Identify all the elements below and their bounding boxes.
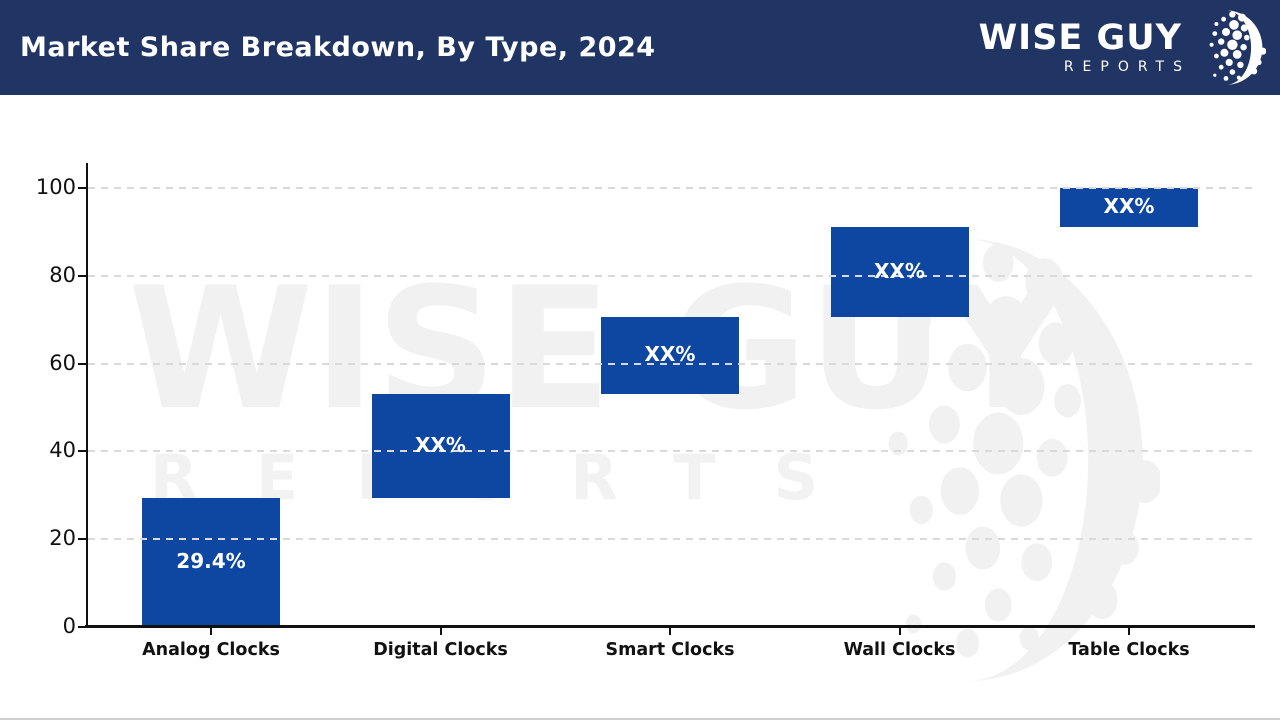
- x-tick-mark: [439, 627, 442, 635]
- y-tick-mark: [78, 362, 87, 365]
- y-tick-label: 60: [49, 350, 76, 375]
- y-tick-mark: [78, 450, 87, 453]
- gridline: [88, 362, 1252, 365]
- y-axis-line: [86, 163, 88, 628]
- chart-area: WISE GUY REPORTS 0 20 40 60 80 100 29.4% Analog…: [0, 95, 1280, 720]
- bar-segment: [142, 497, 280, 627]
- chart-title: Market Share Breakdown, By Type, 2024: [20, 32, 656, 63]
- bar-value-label: XX%: [644, 342, 696, 367]
- x-category-label: Analog Clocks: [142, 640, 280, 660]
- x-tick-mark: [1128, 627, 1130, 635]
- y-tick-mark: [78, 626, 87, 628]
- bar-value-label: XX%: [415, 433, 466, 458]
- x-category-label: Digital Clocks: [373, 640, 508, 660]
- gridline: [88, 450, 1252, 453]
- gridline: [88, 274, 1252, 277]
- bar-segment: [1060, 188, 1198, 227]
- x-tick-mark: [898, 627, 901, 635]
- x-category-label: Smart Clocks: [605, 640, 735, 660]
- brand-logo-text: WISE GUY REPORTS: [978, 18, 1182, 75]
- y-tick-label: 80: [49, 262, 76, 287]
- y-tick-label: 0: [62, 614, 76, 638]
- gridline: [88, 187, 1252, 189]
- x-axis-line: [85, 625, 1255, 628]
- brand-logo: WISE GUY REPORTS: [979, 6, 1266, 90]
- header-bar: Market Share Breakdown, By Type, 2024 WI…: [0, 0, 1280, 95]
- gridline: [88, 538, 1252, 541]
- head-profile-icon: [1209, 9, 1266, 85]
- y-tick-mark: [78, 187, 87, 189]
- y-tick-label: 20: [49, 526, 76, 551]
- y-tick-mark: [78, 538, 87, 541]
- brand-subname: REPORTS: [1063, 59, 1191, 75]
- y-tick-label: 40: [49, 438, 76, 463]
- footer-divider: [0, 718, 1280, 720]
- bar-value-label: XX%: [874, 258, 925, 283]
- bar-segment: [601, 316, 739, 395]
- x-category-label: Table Clocks: [1068, 640, 1190, 660]
- x-tick-mark: [669, 627, 671, 635]
- brand-name: WISE GUY: [978, 18, 1182, 58]
- bar-value-label: XX%: [1103, 194, 1155, 219]
- bar-segment: [371, 394, 510, 498]
- plot: 0 20 40 60 80 100 29.4% Analog Clocks XX% Digital…: [0, 95, 1280, 720]
- x-category-label: Wall Clocks: [843, 640, 956, 660]
- y-tick-label: 100: [35, 175, 76, 199]
- bar-value-label: 29.4%: [176, 549, 246, 574]
- y-tick-mark: [78, 274, 87, 277]
- x-tick-mark: [210, 627, 212, 635]
